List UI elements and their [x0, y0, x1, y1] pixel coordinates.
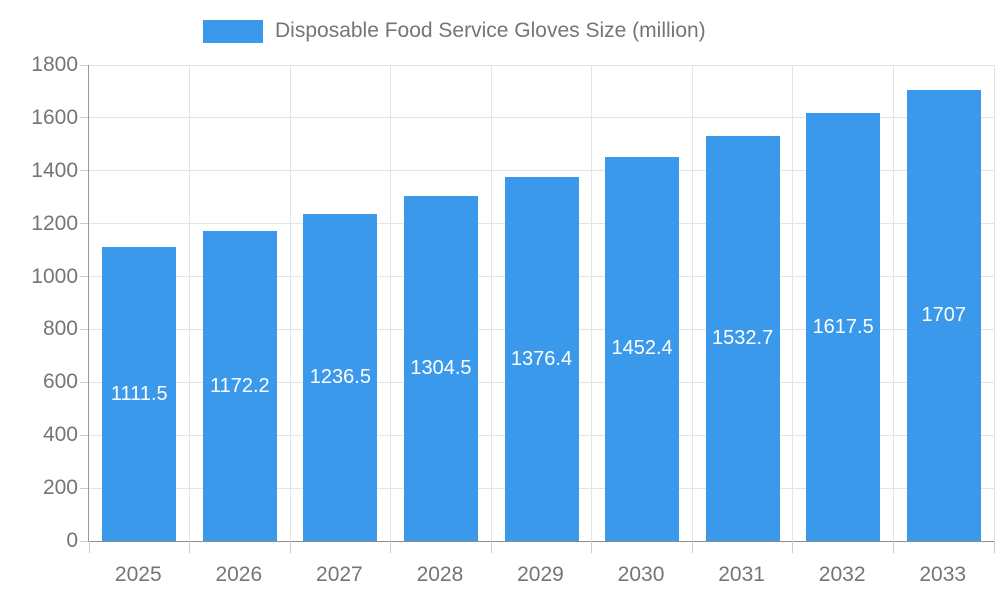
x-axis-label: 2030: [617, 563, 665, 586]
y-axis-label: 600: [42, 370, 78, 394]
x-axis-tick: [591, 541, 593, 553]
bar-value-label: 1707: [921, 303, 966, 326]
bar-value-label: 1236.5: [309, 366, 371, 388]
y-axis-label: 1800: [31, 53, 78, 76]
x-axis-tick: [189, 541, 191, 553]
y-axis-label: 1200: [31, 211, 78, 235]
y-axis-label: 1400: [31, 158, 78, 182]
x-axis-label: 2028: [416, 563, 464, 586]
x-axis-label: 2033: [919, 563, 967, 586]
y-axis-tick: [80, 487, 88, 489]
x-axis-label: 2032: [818, 563, 866, 586]
legend-label: Disposable Food Service Gloves Size (mil…: [275, 19, 706, 42]
bar-value-label: 1532.7: [712, 326, 774, 349]
x-axis-label: 2026: [215, 563, 263, 586]
x-axis-tick: [792, 541, 794, 553]
gridline-horizontal: [89, 117, 994, 119]
y-axis-tick: [80, 434, 88, 436]
y-axis-tick: [80, 328, 88, 330]
y-axis-tick: [80, 170, 88, 172]
x-axis-label: 2027: [316, 563, 363, 586]
y-axis-label: 1600: [31, 105, 78, 129]
gridline-vertical: [691, 65, 693, 541]
x-axis-label: 2031: [718, 563, 765, 586]
bar-2025[interactable]: 1111.5: [102, 247, 177, 541]
gridline-vertical: [289, 65, 291, 541]
x-axis-tick: [490, 541, 492, 553]
bar-2031[interactable]: 1532.7: [705, 135, 780, 541]
y-axis-label: 200: [42, 476, 78, 500]
gridline-vertical: [490, 65, 492, 541]
bar-value-label: 1172.2: [209, 374, 270, 397]
bar-2029[interactable]: 1376.4: [504, 177, 579, 541]
bar-value-label: 1304.5: [410, 357, 472, 380]
x-axis-tick: [892, 541, 894, 553]
gridline-vertical: [591, 65, 593, 541]
y-axis-tick: [80, 540, 88, 542]
y-axis-label: 0: [66, 529, 78, 552]
y-axis-tick: [80, 64, 88, 66]
gridline-vertical: [189, 65, 191, 541]
x-axis-tick: [390, 541, 392, 553]
x-axis-label: 2025: [114, 563, 162, 586]
y-axis-label: 400: [42, 423, 78, 447]
y-axis-tick: [80, 223, 88, 225]
bar-2030[interactable]: 1452.4: [605, 156, 680, 541]
x-axis-tick: [289, 541, 291, 553]
y-axis-tick: [80, 381, 88, 383]
bar-value-label: 1376.4: [510, 347, 573, 370]
bar-value-label: 1617.5: [812, 315, 874, 338]
y-axis-tick: [80, 117, 88, 119]
gridline-vertical: [390, 65, 392, 541]
legend-swatch: [203, 19, 263, 43]
gridline-vertical: [892, 65, 894, 541]
y-axis-label: 800: [42, 317, 78, 341]
legend-item[interactable]: Disposable Food Service Gloves Size (mil…: [203, 19, 706, 43]
x-axis-tick: [691, 541, 693, 553]
x-axis-tick: [993, 541, 995, 553]
gridline-vertical: [792, 65, 794, 541]
y-axis-label: 1000: [31, 264, 78, 288]
bar-value-label: 1452.4: [611, 337, 673, 360]
y-axis-tick: [80, 276, 88, 278]
bar-2032[interactable]: 1617.5: [806, 113, 881, 541]
bar-2033[interactable]: 1707: [906, 89, 981, 541]
x-axis-tick: [88, 541, 90, 553]
bar-value-label: 1111.5: [110, 382, 168, 405]
bar-2028[interactable]: 1304.5: [403, 196, 478, 541]
x-axis-label: 2029: [517, 563, 564, 586]
gridline-horizontal: [89, 64, 994, 66]
bar-2027[interactable]: 1236.5: [303, 214, 378, 541]
bar-2026[interactable]: 1172.2: [202, 231, 277, 541]
plot-area: 1111.5 1172.2 1236.5 1304.5 1376.4 1452.4 1532…: [80, 64, 995, 553]
gridline-horizontal: [89, 170, 994, 172]
gridline-vertical: [993, 65, 995, 541]
